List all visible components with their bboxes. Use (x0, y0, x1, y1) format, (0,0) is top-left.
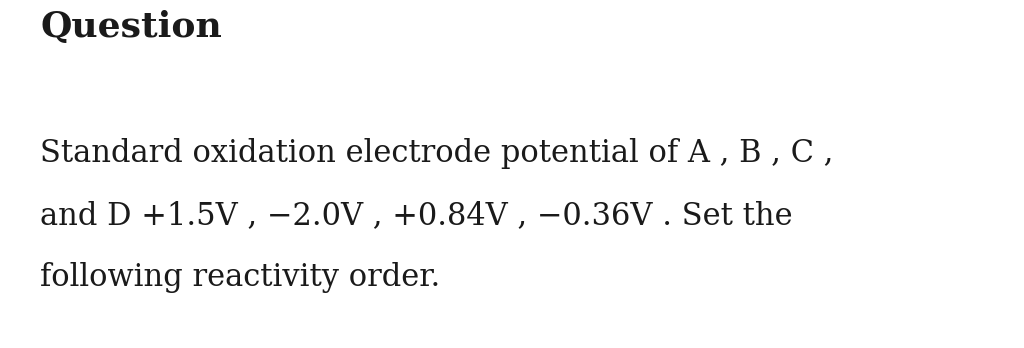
Text: Question: Question (40, 10, 222, 44)
Text: Standard oxidation electrode potential of A , B , C ,: Standard oxidation electrode potential o… (40, 138, 834, 169)
Text: and D +1.5V , −2.0V , +0.84V , −0.36V . Set the: and D +1.5V , −2.0V , +0.84V , −0.36V . … (40, 200, 793, 231)
Text: following reactivity order.: following reactivity order. (40, 262, 440, 293)
